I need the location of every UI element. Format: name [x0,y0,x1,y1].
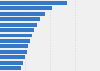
Bar [0,39,30,43]
Bar [0,55,25,59]
Bar [0,34,32,37]
Bar [0,28,34,32]
Bar [0,6,52,10]
Bar [0,1,67,5]
Bar [0,23,37,27]
Bar [0,66,21,70]
Bar [0,50,27,54]
Bar [0,61,23,65]
Bar [0,12,45,16]
Bar [0,17,40,21]
Bar [0,44,28,48]
